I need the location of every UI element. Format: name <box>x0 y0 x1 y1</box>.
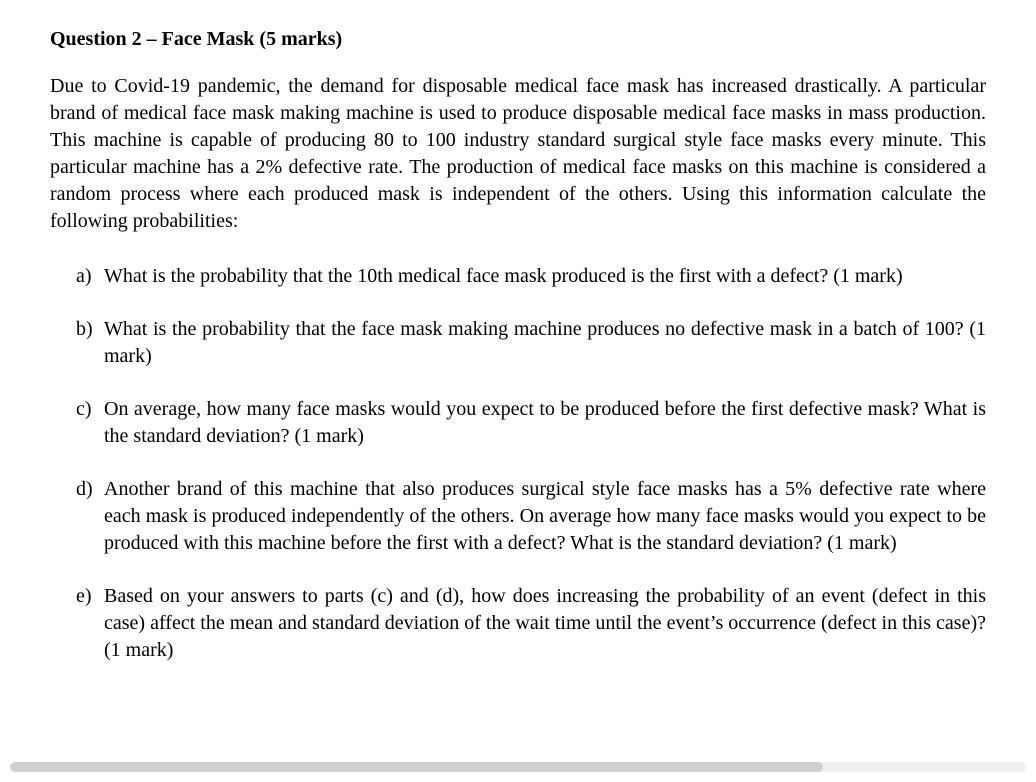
list-marker: a) <box>50 263 104 290</box>
list-item: a) What is the probability that the 10th… <box>50 263 986 290</box>
horizontal-scrollbar[interactable] <box>10 762 1026 772</box>
list-body: What is the probability that the 10th me… <box>104 263 986 290</box>
question-intro: Due to Covid-19 pandemic, the demand for… <box>50 73 986 235</box>
list-marker: d) <box>50 476 104 557</box>
question-title: Question 2 – Face Mask (5 marks) <box>50 28 986 51</box>
list-body: Based on your answers to parts (c) and (… <box>104 583 986 664</box>
list-body: Another brand of this machine that also … <box>104 476 986 557</box>
list-body: What is the probability that the face ma… <box>104 316 986 370</box>
list-marker: c) <box>50 396 104 450</box>
list-item: b) What is the probability that the face… <box>50 316 986 370</box>
list-item: d) Another brand of this machine that al… <box>50 476 986 557</box>
list-marker: e) <box>50 583 104 664</box>
list-item: e) Based on your answers to parts (c) an… <box>50 583 986 664</box>
list-body: On average, how many face masks would yo… <box>104 396 986 450</box>
question-parts-list: a) What is the probability that the 10th… <box>50 263 986 664</box>
list-marker: b) <box>50 316 104 370</box>
list-item: c) On average, how many face masks would… <box>50 396 986 450</box>
scrollbar-thumb[interactable] <box>10 762 823 772</box>
document-page: Question 2 – Face Mask (5 marks) Due to … <box>0 0 1036 720</box>
